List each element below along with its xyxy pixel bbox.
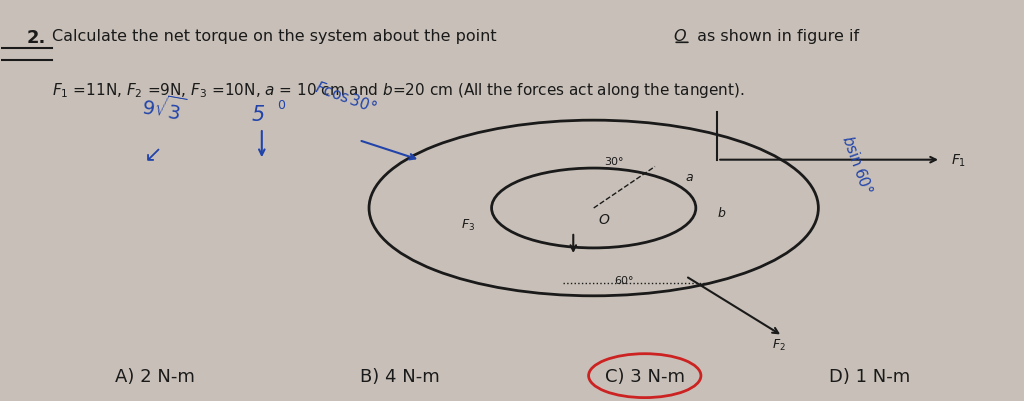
- Text: C) 3 N-m: C) 3 N-m: [605, 367, 685, 385]
- Text: 30°: 30°: [604, 157, 624, 167]
- Text: D) 1 N-m: D) 1 N-m: [828, 367, 910, 385]
- Text: O: O: [674, 29, 686, 44]
- Text: $F_1$: $F_1$: [951, 152, 967, 168]
- Text: 5: 5: [252, 105, 265, 125]
- Text: 0: 0: [278, 99, 285, 112]
- Text: a: a: [686, 170, 693, 184]
- Text: 60°: 60°: [614, 275, 634, 285]
- Text: $\swarrow$: $\swarrow$: [139, 145, 161, 165]
- Text: b: b: [717, 207, 725, 219]
- Text: Calculate the net torque on the system about the point: Calculate the net torque on the system a…: [52, 29, 502, 44]
- Text: $b\sin60°$: $b\sin60°$: [839, 132, 876, 196]
- Text: $9\sqrt{3}$: $9\sqrt{3}$: [139, 91, 186, 125]
- Text: as shown in figure if: as shown in figure if: [692, 29, 859, 44]
- Text: $F\cos30°$: $F\cos30°$: [313, 78, 379, 116]
- Text: A) 2 N-m: A) 2 N-m: [115, 367, 195, 385]
- Text: $F_2$: $F_2$: [772, 337, 786, 352]
- Text: 2.: 2.: [27, 29, 46, 47]
- Text: O: O: [599, 213, 609, 227]
- Text: $F_1$ =11N, $F_2$ =9N, $F_3$ =10N, $a$ = 10 cm and $b$=20 cm (All the forces act: $F_1$ =11N, $F_2$ =9N, $F_3$ =10N, $a$ =…: [52, 81, 745, 100]
- Text: $F_3$: $F_3$: [461, 217, 475, 233]
- Text: B) 4 N-m: B) 4 N-m: [359, 367, 439, 385]
